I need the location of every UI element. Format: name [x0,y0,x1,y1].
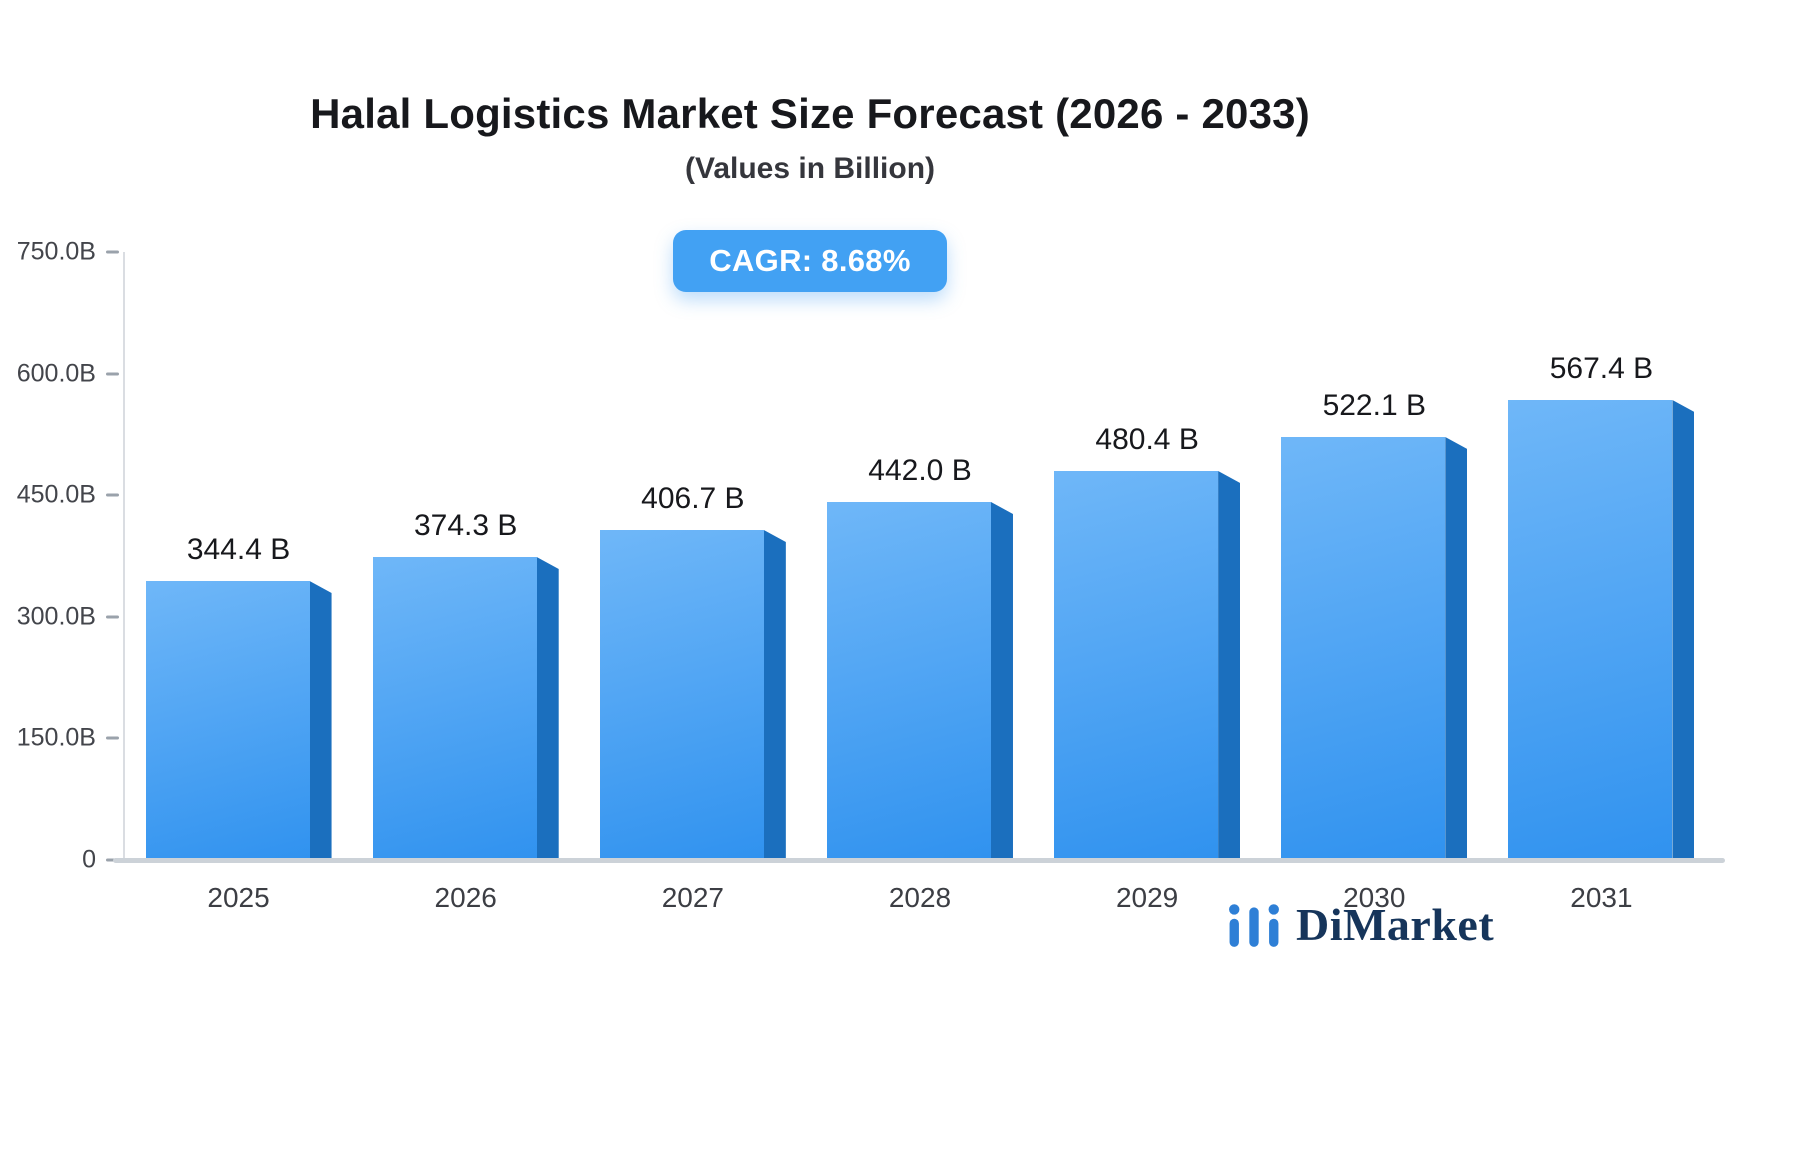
bar-2027 [599,530,786,860]
x-axis-label: 2029 [1115,882,1179,913]
y-axis-tick: 600.0B [17,359,119,388]
tick-mark [106,615,119,619]
x-axis-label: 2025 [207,882,270,913]
tick-mark [106,250,119,254]
bar-face [1054,471,1219,860]
bar-group: 442.0 B 2028 [806,252,1033,913]
bar-value-label: 567.4 B [1549,352,1654,385]
y-axis-tick: 0 [82,846,119,875]
cagr-badge: CAGR: 8.68% [673,230,947,292]
y-axis-tick: 300.0B [17,602,119,631]
bar-face [826,502,991,860]
x-axis-label: 2030 [1343,882,1406,913]
y-tick-label: 750.0B [16,237,96,266]
bar-2025 [145,581,332,860]
bar-chart-logo-icon [1229,903,1279,947]
bar-2026 [372,557,559,860]
bar-value-label: 480.4 B [1095,423,1199,456]
bar-face [372,557,537,860]
chart-title: Halal Logistics Market Size Forecast (20… [310,90,1310,137]
dimarket-logo: DiMarket [1226,898,1494,951]
bar-value-label: 406.7 B [641,482,745,515]
y-axis-tick: 450.0B [17,481,119,510]
bar-2031 [1508,400,1695,860]
bar-group: 480.4 B 2029 [1034,252,1261,913]
bar-2028 [826,502,1013,860]
chart-subtitle: (Values in Billion) [684,152,936,185]
bar-face [1508,400,1673,860]
y-axis-tick: 150.0B [17,724,119,753]
tick-mark [106,858,119,862]
bar-face [599,530,764,860]
bar-group: 567.4 B 2031 [1488,252,1715,913]
bar-face [1281,437,1446,860]
x-axis-label: 2031 [1570,882,1633,913]
x-axis-label: 2027 [661,882,724,913]
bar-group: 522.1 B 2030 [1261,252,1488,913]
x-axis-label: 2028 [888,882,952,913]
y-axis: 750.0B 600.0B 450.0B 300.0B 150.0B 0 [3,238,119,874]
bars-container: 344.4 B 2025 374.3 B 2026 406.7 B 2027 442.0 B… [125,252,1715,913]
tick-mark [106,736,119,740]
bar-value-label: 344.4 B [186,533,291,566]
y-axis-tick: 750.0B [17,238,119,267]
x-axis-line [113,858,1725,863]
bar-side-shadow [990,502,1013,860]
bar-value-label: 442.0 B [868,454,972,487]
bar-side-shadow [309,581,332,860]
bar-group: 374.3 B 2026 [352,252,579,913]
bar-group: 406.7 B 2027 [579,252,806,913]
y-tick-label: 150.0B [16,723,96,752]
y-tick-label: 450.0B [16,480,96,509]
x-axis-label: 2026 [434,882,497,913]
bar-side-shadow [1445,437,1468,860]
logo-text: DiMarket [1296,899,1495,950]
bar-2030 [1281,437,1468,860]
bar-side-shadow [536,557,559,860]
tick-mark [106,372,119,376]
plot-area: 750.0B 600.0B 450.0B 300.0B 150.0B 0 344.4 B 2… [17,238,1725,913]
bar-value-label: 374.3 B [414,509,518,542]
y-tick-label: 600.0B [16,359,96,388]
bar-side-shadow [763,530,786,860]
y-tick-label: 0 [82,845,96,874]
y-tick-label: 300.0B [16,602,96,631]
bar-side-shadow [1218,471,1241,860]
chart-header: Halal Logistics Market Size Forecast (20… [0,90,1620,292]
y-axis-line [123,252,125,862]
cagr-badge-label: CAGR: 8.68% [709,243,911,278]
bar-side-shadow [1672,400,1695,860]
bar-group: 344.4 B 2025 [125,252,352,913]
tick-mark [106,493,119,497]
bar-face [145,581,310,860]
bar-2029 [1054,471,1241,860]
bar-value-label: 522.1 B [1322,389,1426,422]
